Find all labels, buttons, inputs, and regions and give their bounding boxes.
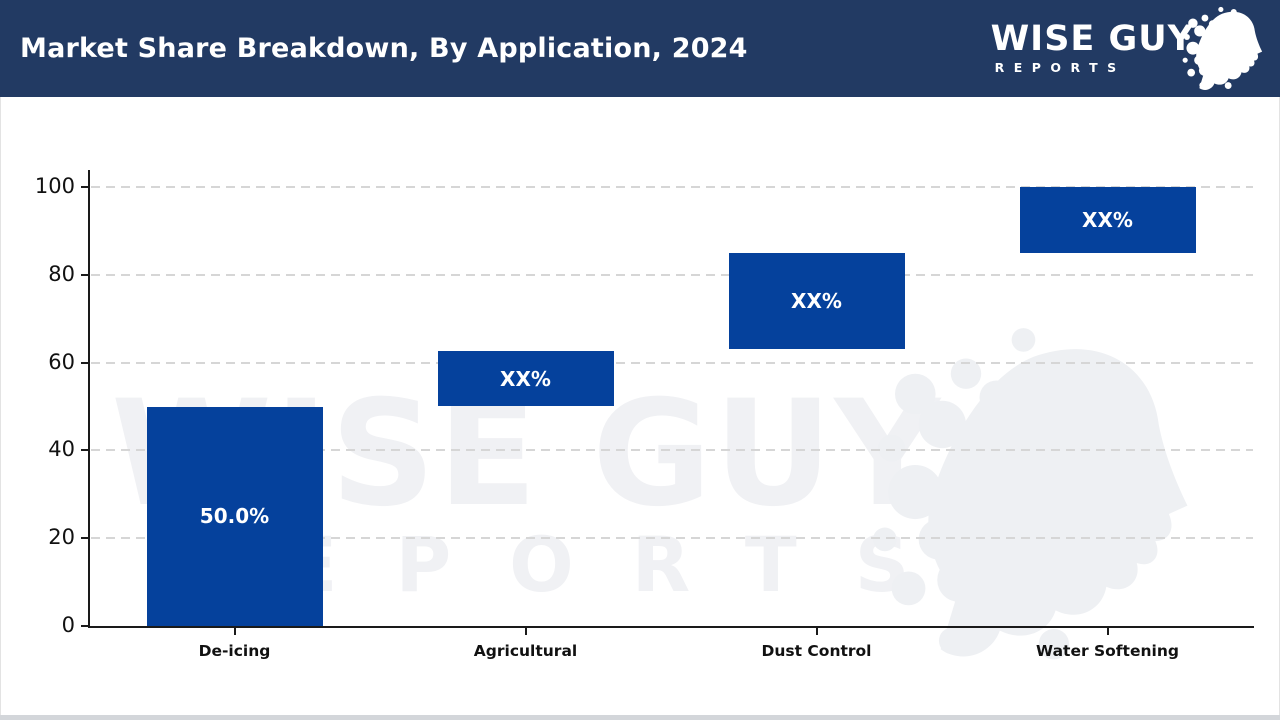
y-axis-tick xyxy=(81,361,89,364)
bar-value-label: XX% xyxy=(1082,208,1133,233)
bar-value-label: XX% xyxy=(791,288,842,313)
y-axis-tick xyxy=(81,625,89,627)
x-axis-line xyxy=(88,626,1254,628)
y-axis-tick xyxy=(81,449,89,452)
gridline xyxy=(91,449,1253,452)
gridline xyxy=(91,361,1253,364)
bar-value-label: 50.0% xyxy=(199,504,270,529)
brand-wordmark: WISE GUY REPORTS xyxy=(990,19,1194,76)
x-tick-label: Dust Control xyxy=(761,642,872,660)
chart-area: WISE GUY REPORTS 0 20 40 60 80 100 50.0% De-ici… xyxy=(0,97,1280,716)
header-bar: Market Share Breakdown, By Application, … xyxy=(0,0,1280,97)
dotted-head-profile-icon xyxy=(1182,6,1263,90)
x-axis-tick xyxy=(524,628,527,635)
y-tick-label: 80 xyxy=(48,261,75,286)
bar-dust-control: XX% xyxy=(728,252,905,349)
x-tick-label: De-icing xyxy=(198,642,271,660)
x-tick-label: Water Softening xyxy=(1036,642,1179,660)
gridline xyxy=(91,537,1253,540)
y-tick-label: 100 xyxy=(34,174,75,198)
y-tick-label: 0 xyxy=(61,613,75,637)
bar-water-softening: XX% xyxy=(1019,187,1196,254)
x-axis-tick xyxy=(233,628,236,635)
brand-subname: REPORTS xyxy=(994,60,1126,75)
y-axis-tick xyxy=(81,186,89,188)
bottom-accent-line xyxy=(0,715,1280,720)
y-tick-label: 40 xyxy=(48,437,75,462)
brand-name: WISE GUY xyxy=(990,19,1194,59)
x-tick-label: Agricultural xyxy=(473,642,578,660)
bar-value-label: XX% xyxy=(500,366,551,391)
bar-agricultural: XX% xyxy=(437,350,614,407)
gridline xyxy=(91,273,1253,276)
watermark-head-profile-icon xyxy=(873,328,1188,660)
gridline xyxy=(91,186,1253,188)
y-axis-tick xyxy=(81,537,89,540)
page-title: Market Share Breakdown, By Application, … xyxy=(20,33,748,64)
x-axis-tick xyxy=(1106,628,1109,635)
y-tick-label: 20 xyxy=(48,525,75,550)
y-axis-tick xyxy=(81,273,89,276)
y-axis-line xyxy=(88,170,90,628)
bar-de-icing: 50.0% xyxy=(146,406,323,626)
y-tick-label: 60 xyxy=(48,349,75,374)
brand-logo: WISE GUY REPORTS xyxy=(991,6,1266,92)
x-axis-tick xyxy=(815,628,818,635)
